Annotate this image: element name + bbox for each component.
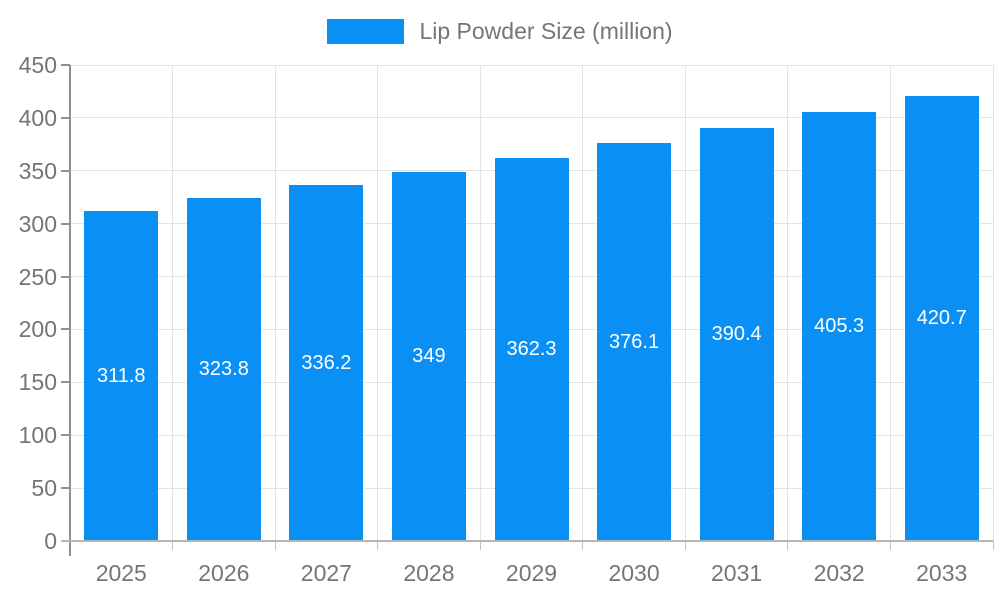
bar-value-label: 311.8 — [96, 364, 146, 387]
bar[interactable]: 323.8 — [186, 198, 261, 541]
y-axis-label: 150 — [18, 369, 57, 396]
bar-value-label: 323.8 — [198, 358, 249, 381]
y-axis-label: 100 — [18, 422, 57, 449]
x-gridline — [479, 65, 481, 541]
x-axis-label: 2029 — [505, 560, 558, 586]
x-gridline — [172, 65, 174, 541]
y-axis-tick — [61, 487, 70, 490]
y-axis-label: 250 — [18, 263, 57, 290]
x-axis-label: 2032 — [813, 560, 865, 586]
y-axis-label: 350 — [18, 157, 57, 184]
x-axis-tick — [992, 541, 994, 550]
x-gridline — [377, 65, 379, 541]
x-axis-label: 2028 — [403, 560, 455, 586]
x-axis-tick — [684, 541, 686, 550]
y-axis-tick — [61, 116, 70, 119]
x-axis-tick — [377, 541, 379, 550]
y-axis-tick — [61, 275, 70, 278]
legend-label: Lip Powder Size (million) — [419, 18, 673, 44]
x-gridline — [684, 65, 686, 541]
x-gridline — [992, 65, 994, 541]
x-gridline — [889, 65, 891, 541]
x-axis-label: 2025 — [95, 560, 147, 586]
bar-value-label: 362.3 — [506, 337, 557, 360]
x-axis-label: 2033 — [916, 560, 968, 586]
y-axis-label: 50 — [31, 475, 57, 502]
y-axis-label: 0 — [44, 528, 57, 554]
bar-value-label: 405.3 — [814, 315, 865, 338]
y-gridline — [70, 64, 993, 66]
y-axis-tick — [61, 328, 70, 331]
y-axis-label: 200 — [18, 316, 57, 343]
y-gridline — [70, 117, 993, 119]
bar[interactable]: 336.2 — [289, 185, 364, 541]
bar[interactable]: 405.3 — [802, 112, 877, 541]
y-axis-label: 400 — [18, 104, 57, 131]
x-axis-tick — [889, 541, 891, 550]
x-axis-label: 2030 — [608, 560, 660, 586]
bar[interactable]: 349 — [391, 171, 466, 541]
y-axis-tick — [61, 381, 70, 384]
bar-value-label: 420.7 — [916, 306, 967, 329]
x-axis-tick — [172, 541, 174, 550]
x-axis-tick — [274, 541, 276, 550]
legend-swatch — [327, 19, 405, 44]
y-axis-tick — [61, 434, 70, 437]
bar[interactable]: 362.3 — [494, 157, 569, 541]
bar[interactable]: 376.1 — [597, 143, 672, 541]
bar[interactable]: 390.4 — [699, 128, 774, 541]
x-gridline — [582, 65, 584, 541]
bar-value-label: 349 — [412, 344, 446, 367]
bar[interactable]: 311.8 — [84, 211, 159, 541]
x-axis-tick — [479, 541, 481, 550]
x-axis-tick — [582, 541, 584, 550]
x-gridline — [274, 65, 276, 541]
bar-value-label: 390.4 — [711, 323, 762, 345]
y-axis-tick — [61, 169, 70, 172]
y-axis-tick — [61, 64, 70, 66]
x-gridline — [787, 65, 789, 541]
x-axis-tick — [787, 541, 789, 550]
y-axis-label: 300 — [18, 210, 57, 237]
x-axis-line — [61, 540, 993, 542]
y-axis-line — [69, 65, 71, 556]
x-axis-label: 2027 — [300, 560, 352, 586]
legend[interactable]: Lip Powder Size (million) — [0, 19, 1000, 44]
x-axis-label: 2031 — [711, 560, 763, 586]
bar[interactable]: 420.7 — [904, 95, 979, 541]
bar-value-label: 376.1 — [609, 330, 660, 353]
bar-value-label: 336.2 — [301, 351, 352, 374]
y-axis-label: 450 — [18, 52, 57, 78]
x-axis-label: 2026 — [198, 560, 250, 586]
y-axis-tick — [61, 222, 70, 225]
